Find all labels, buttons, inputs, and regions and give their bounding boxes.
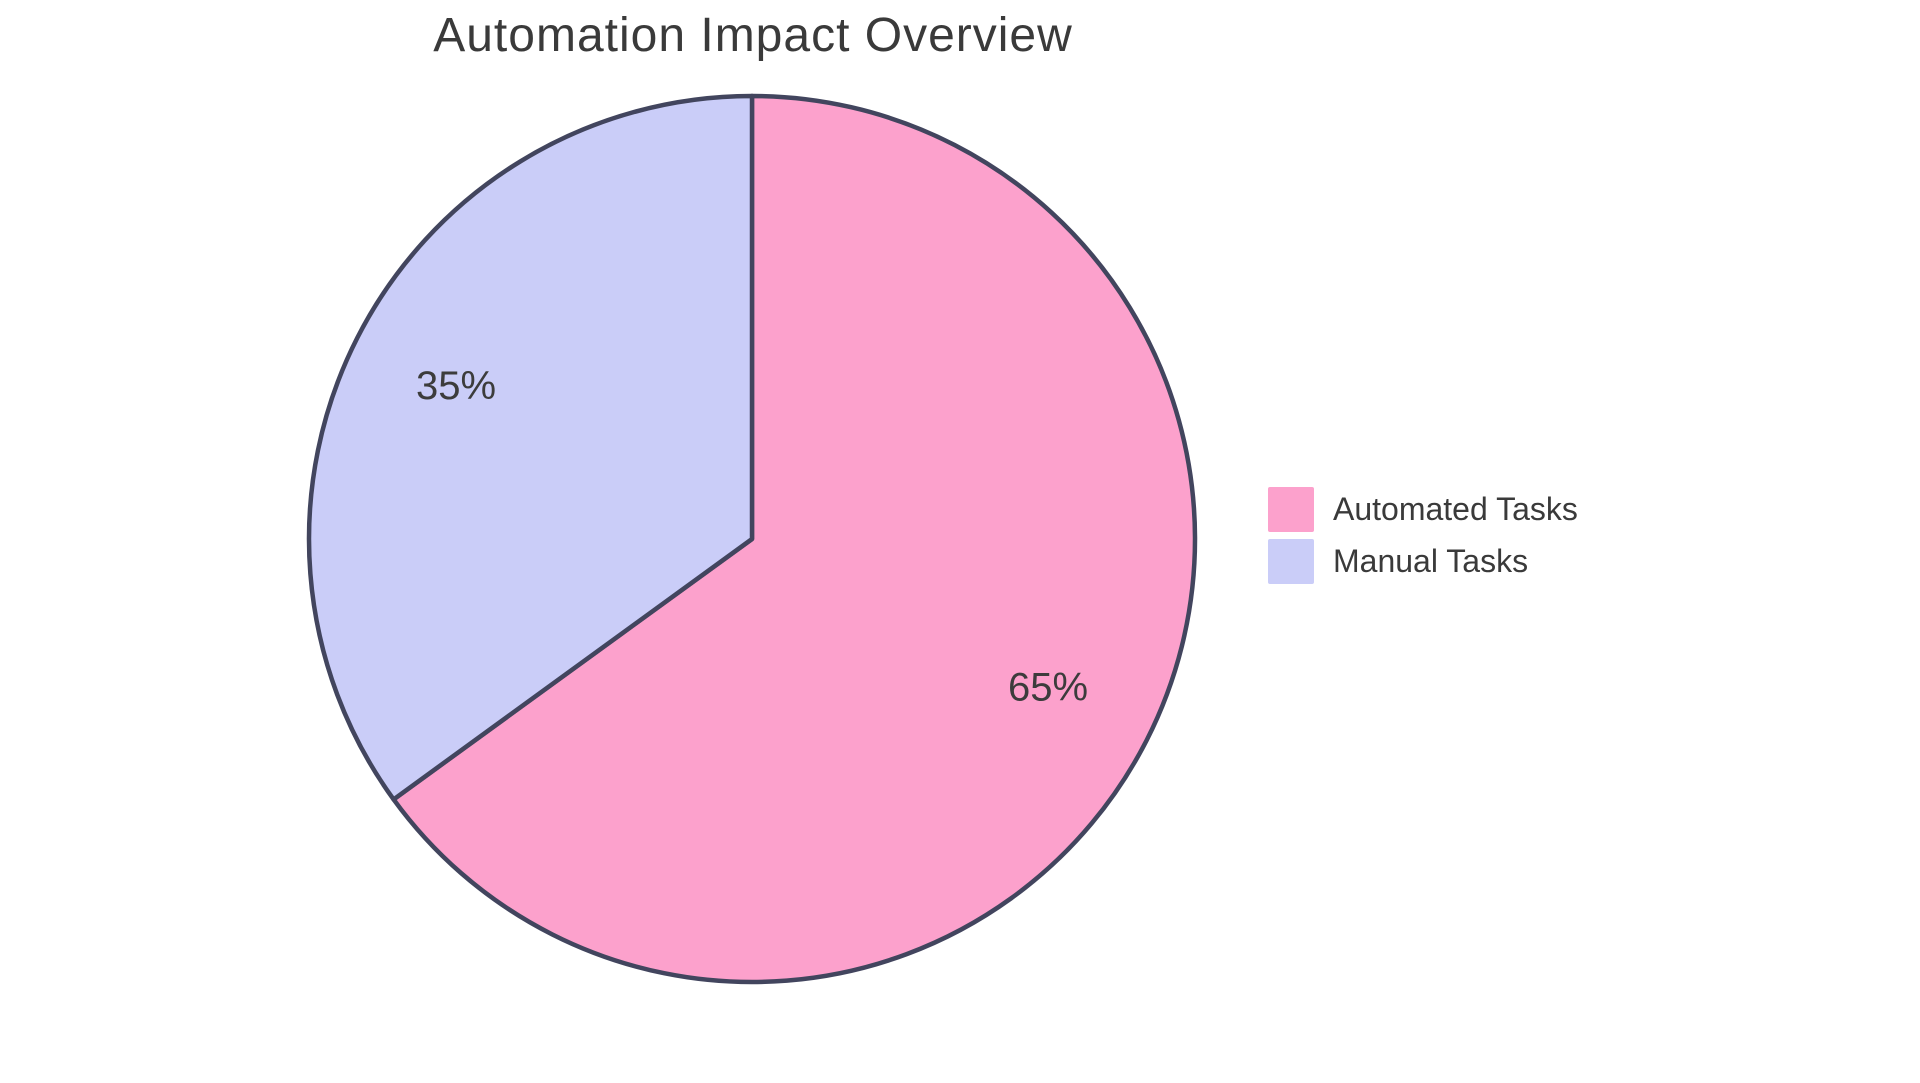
legend-swatch-automated-tasks: [1268, 487, 1314, 532]
pie-slice-label-manual-tasks: 35%: [416, 364, 496, 408]
legend-item-manual-tasks[interactable]: Manual Tasks: [1268, 539, 1578, 584]
legend: Automated Tasks Manual Tasks: [1268, 487, 1578, 584]
pie-slice-label-automated-tasks: 65%: [1008, 665, 1088, 709]
legend-swatch-manual-tasks: [1268, 539, 1314, 584]
pie-slice-manual-tasks[interactable]: [306, 93, 755, 802]
legend-item-automated-tasks[interactable]: Automated Tasks: [1268, 487, 1578, 532]
chart-title: Automation Impact Overview: [433, 9, 1073, 62]
legend-label-automated-tasks: Automated Tasks: [1333, 491, 1578, 527]
pie-slice-automated-tasks[interactable]: [391, 93, 1198, 985]
legend-label-manual-tasks: Manual Tasks: [1333, 543, 1529, 579]
